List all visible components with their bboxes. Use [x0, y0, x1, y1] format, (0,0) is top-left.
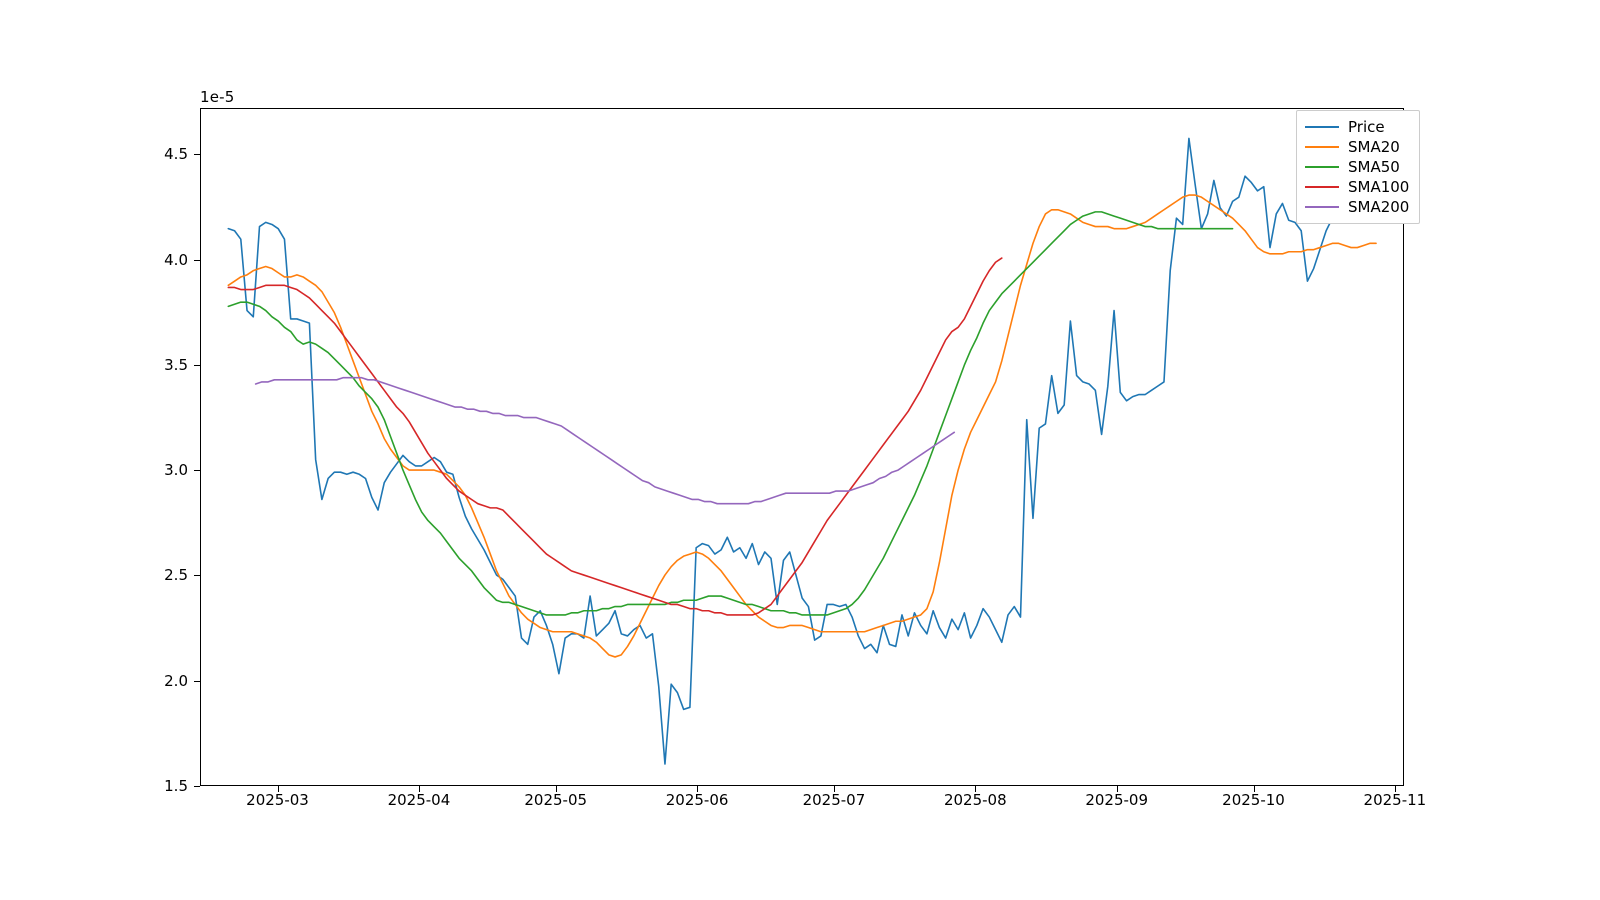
series-line-price	[228, 138, 1403, 764]
x-tick-label: 2025-07	[802, 791, 866, 809]
x-tick-label: 2025-11	[1363, 791, 1427, 809]
legend-label: Price	[1348, 118, 1385, 136]
x-tick-mark	[975, 786, 977, 792]
x-tick-label: 2025-09	[1085, 791, 1149, 809]
y-axis-offset-text: 1e-5	[200, 88, 235, 106]
plot-area	[200, 108, 1404, 786]
legend-swatch-icon	[1305, 206, 1339, 208]
x-tick-mark	[1116, 786, 1118, 792]
y-tick-mark	[194, 154, 200, 156]
y-tick-label: 2.0	[164, 671, 188, 690]
series-line-sma50	[228, 212, 1232, 615]
x-tick-label: 2025-04	[387, 791, 451, 809]
legend-item-sma100[interactable]: SMA100	[1305, 177, 1409, 197]
legend-label: SMA100	[1348, 178, 1410, 196]
y-tick-label: 3.0	[164, 461, 188, 480]
y-tick-mark	[194, 470, 200, 472]
legend-swatch-icon	[1305, 166, 1339, 168]
y-tick-label: 3.5	[164, 355, 188, 374]
y-tick-label: 1.5	[164, 777, 188, 795]
x-tick-mark	[277, 786, 279, 792]
legend-label: SMA50	[1348, 158, 1400, 176]
y-tick-label: 4.0	[164, 250, 188, 269]
legend-item-sma200[interactable]: SMA200	[1305, 197, 1409, 217]
x-tick-mark	[697, 786, 699, 792]
series-line-sma200	[256, 378, 955, 504]
legend-label: SMA20	[1348, 138, 1400, 156]
y-tick-label: 2.5	[164, 566, 188, 585]
x-tick-mark	[418, 786, 420, 792]
legend-item-sma50[interactable]: SMA50	[1305, 157, 1409, 177]
y-tick-mark	[194, 786, 200, 787]
y-tick-label: 4.5	[164, 145, 188, 164]
x-tick-mark	[1253, 786, 1255, 792]
legend-label: SMA200	[1348, 198, 1410, 216]
x-tick-mark	[1394, 786, 1396, 792]
x-tick-label: 2025-05	[524, 791, 588, 809]
legend-swatch-icon	[1305, 126, 1339, 128]
y-tick-mark	[194, 575, 200, 577]
y-tick-mark	[194, 680, 200, 682]
x-tick-label: 2025-08	[943, 791, 1007, 809]
legend-swatch-icon	[1305, 186, 1339, 188]
x-tick-mark	[555, 786, 557, 792]
y-axis-tick-labels: 1.5 2.0 2.5 3.0 3.5 4.0 4.5	[0, 0, 188, 900]
x-tick-label: 2025-03	[246, 791, 309, 809]
chart-legend: Price SMA20 SMA50 SMA100 SMA200	[1296, 110, 1421, 224]
x-tick-mark	[833, 786, 835, 792]
series-line-sma100	[228, 258, 1001, 615]
x-tick-label: 2025-06	[665, 791, 729, 809]
series-canvas	[201, 109, 1403, 785]
series-line-sma20	[228, 195, 1376, 657]
legend-item-sma20[interactable]: SMA20	[1305, 137, 1409, 157]
legend-item-price[interactable]: Price	[1305, 117, 1409, 137]
y-tick-mark	[194, 364, 200, 366]
x-tick-label: 2025-10	[1222, 791, 1285, 809]
legend-swatch-icon	[1305, 146, 1339, 148]
y-tick-mark	[194, 259, 200, 261]
